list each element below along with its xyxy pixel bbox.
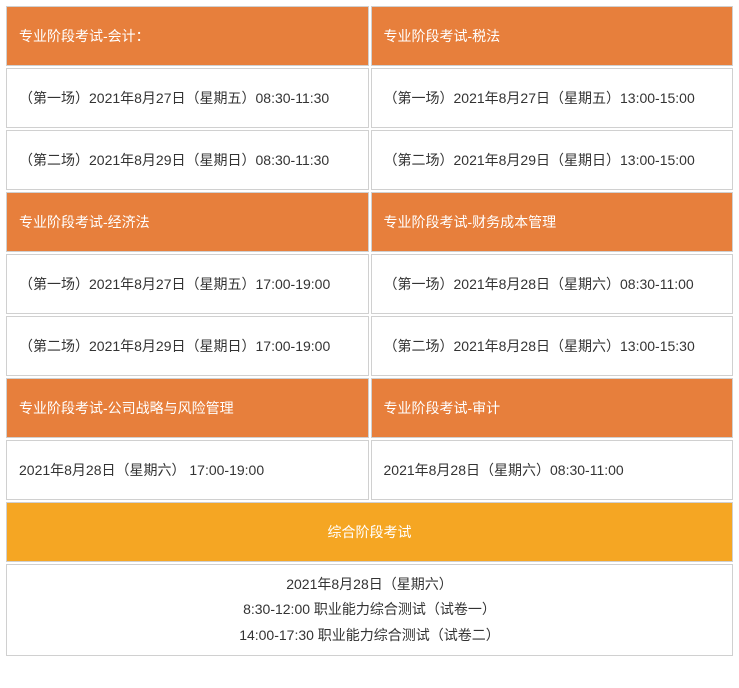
schedule-cell: （第二场）2021年8月29日（星期日）08:30-11:30	[6, 130, 369, 190]
comprehensive-line: 2021年8月28日（星期六）	[19, 572, 720, 597]
table-row: 2021年8月28日（星期六） 17:00-19:00 2021年8月28日（星…	[6, 440, 733, 500]
table-row: 2021年8月28日（星期六） 8:30-12:00 职业能力综合测试（试卷一）…	[6, 564, 733, 656]
table-row: 专业阶段考试-公司战略与风险管理 专业阶段考试-审计	[6, 378, 733, 438]
schedule-cell: 2021年8月28日（星期六） 17:00-19:00	[6, 440, 369, 500]
schedule-cell: （第一场）2021年8月27日（星期五）13:00-15:00	[371, 68, 734, 128]
section-header-left: 专业阶段考试-会计：	[6, 6, 369, 66]
table-row: 专业阶段考试-经济法 专业阶段考试-财务成本管理	[6, 192, 733, 252]
section-header-right: 专业阶段考试-审计	[371, 378, 734, 438]
table-body: 专业阶段考试-会计： 专业阶段考试-税法 （第一场）2021年8月27日（星期五…	[6, 6, 733, 656]
table-row: （第一场）2021年8月27日（星期五）08:30-11:30 （第一场）202…	[6, 68, 733, 128]
schedule-cell: （第二场）2021年8月28日（星期六）13:00-15:30	[371, 316, 734, 376]
table-row: （第二场）2021年8月29日（星期日）17:00-19:00 （第二场）202…	[6, 316, 733, 376]
section-header-left: 专业阶段考试-公司战略与风险管理	[6, 378, 369, 438]
table-row: 综合阶段考试	[6, 502, 733, 562]
schedule-cell: （第一场）2021年8月27日（星期五）08:30-11:30	[6, 68, 369, 128]
comprehensive-line: 8:30-12:00 职业能力综合测试（试卷一）	[19, 597, 720, 622]
comprehensive-schedule: 2021年8月28日（星期六） 8:30-12:00 职业能力综合测试（试卷一）…	[6, 564, 733, 656]
schedule-cell: （第二场）2021年8月29日（星期日）17:00-19:00	[6, 316, 369, 376]
schedule-cell: （第一场）2021年8月28日（星期六）08:30-11:00	[371, 254, 734, 314]
comprehensive-line: 14:00-17:30 职业能力综合测试（试卷二）	[19, 623, 720, 648]
comprehensive-header: 综合阶段考试	[6, 502, 733, 562]
schedule-cell: （第一场）2021年8月27日（星期五）17:00-19:00	[6, 254, 369, 314]
section-header-left: 专业阶段考试-经济法	[6, 192, 369, 252]
table-row: （第二场）2021年8月29日（星期日）08:30-11:30 （第二场）202…	[6, 130, 733, 190]
table-row: （第一场）2021年8月27日（星期五）17:00-19:00 （第一场）202…	[6, 254, 733, 314]
schedule-cell: （第二场）2021年8月29日（星期日）13:00-15:00	[371, 130, 734, 190]
section-header-right: 专业阶段考试-税法	[371, 6, 734, 66]
exam-schedule-table: 专业阶段考试-会计： 专业阶段考试-税法 （第一场）2021年8月27日（星期五…	[4, 4, 735, 658]
schedule-cell: 2021年8月28日（星期六）08:30-11:00	[371, 440, 734, 500]
section-header-right: 专业阶段考试-财务成本管理	[371, 192, 734, 252]
table-row: 专业阶段考试-会计： 专业阶段考试-税法	[6, 6, 733, 66]
